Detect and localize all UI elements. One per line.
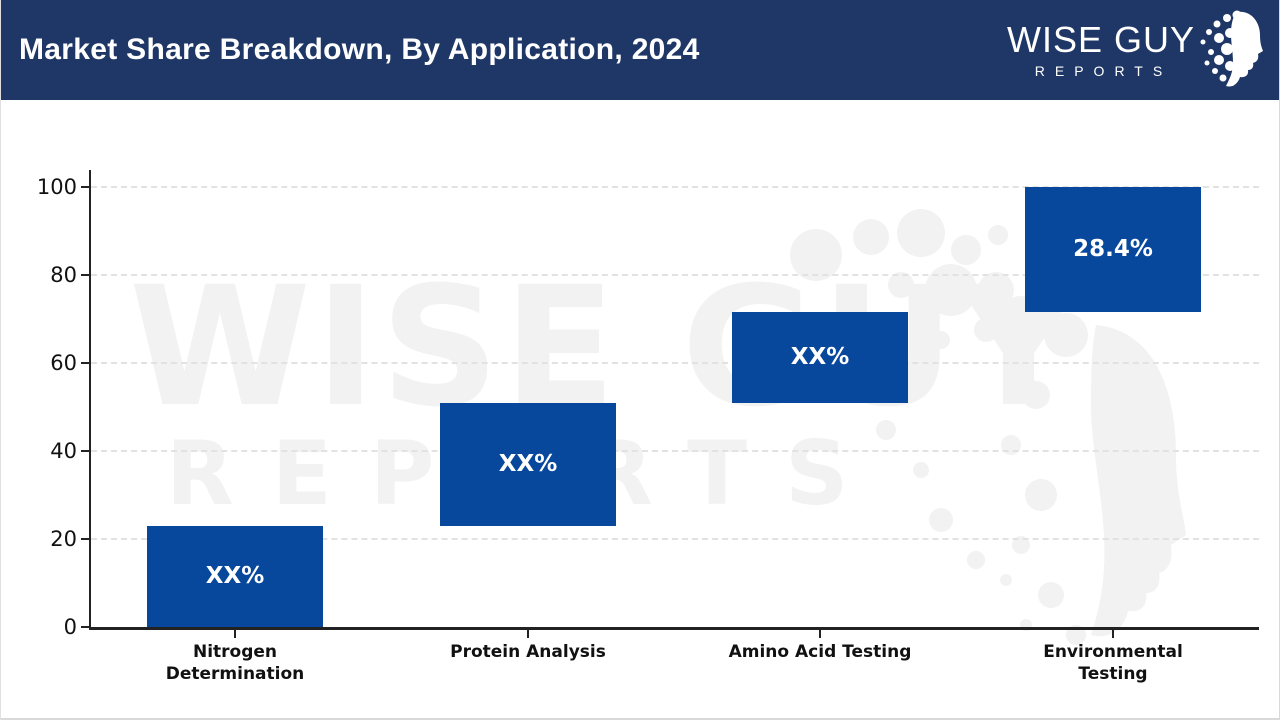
y-tick-label-80: 80 <box>50 263 77 287</box>
category-label-line: Environmental <box>1043 642 1183 662</box>
bar-value-label-environmental-testing: 28.4% <box>1073 236 1153 262</box>
y-tick-label-20: 20 <box>50 527 77 551</box>
category-label-line: Nitrogen <box>192 642 278 662</box>
gridline-60 <box>91 362 1259 364</box>
gridline-100 <box>91 186 1259 188</box>
x-tick-amino-acid-testing <box>819 630 821 638</box>
brand-logo: WISE GUY REPORTS <box>1007 8 1263 92</box>
header-bar: Market Share Breakdown, By Application, … <box>1 0 1279 100</box>
category-label-protein-analysis: Protein Analysis <box>398 641 658 663</box>
logo-head-icon <box>1200 10 1263 87</box>
y-tick-60 <box>81 362 89 364</box>
category-label-line: Protein Analysis <box>450 642 606 662</box>
bar-amino-acid-testing <box>732 312 908 403</box>
gridline-20 <box>91 538 1259 540</box>
bar-value-label-amino-acid-testing: XX% <box>790 344 850 370</box>
bar-value-label-nitrogen-determination: XX% <box>205 563 265 589</box>
y-axis-line <box>89 170 91 630</box>
category-label-nitrogen-determination: Nitrogen Determination <box>105 641 365 685</box>
x-tick-protein-analysis <box>527 630 529 638</box>
category-label-line: Determination <box>165 664 305 684</box>
x-tick-nitrogen-determination <box>234 630 236 638</box>
bar-environmental-testing <box>1025 187 1201 312</box>
y-tick-80 <box>81 274 89 276</box>
category-label-amino-acid-testing: Amino Acid Testing <box>690 641 950 663</box>
chart-area: WISE GUY REPORTS 020406080100XX%Nitrogen… <box>1 100 1279 720</box>
y-tick-100 <box>81 186 89 188</box>
bar-nitrogen-determination <box>147 526 323 627</box>
bar-value-label-protein-analysis: XX% <box>498 451 558 477</box>
x-axis-line <box>89 627 1259 630</box>
page-title: Market Share Breakdown, By Application, … <box>19 33 700 66</box>
bar-protein-analysis <box>440 403 616 526</box>
x-tick-environmental-testing <box>1112 630 1114 638</box>
logo-wordmark: WISE GUY <box>1006 18 1195 60</box>
logo-subtext: REPORTS <box>1034 62 1173 79</box>
y-tick-0 <box>81 626 89 628</box>
plot: 0 20 40 60 80 100 XX% Nitrogen Determination XX% P… <box>1 100 1279 718</box>
y-tick-label-60: 60 <box>50 351 77 375</box>
gridline-40 <box>91 450 1259 452</box>
category-label-line: Amino Acid Testing <box>728 642 912 662</box>
y-tick-40 <box>81 450 89 452</box>
y-tick-20 <box>81 538 89 540</box>
gridline-80 <box>91 274 1259 276</box>
y-tick-label-40: 40 <box>50 439 77 463</box>
watermark-wordmark: WISE GUY <box>129 251 1083 443</box>
y-tick-label-100: 100 <box>36 175 77 199</box>
brand-logo-text: WISE GUY REPORTS <box>1006 18 1195 79</box>
y-tick-label-0: 0 <box>63 615 77 639</box>
category-label-line: Testing <box>1078 664 1148 684</box>
watermark-head-icon <box>790 209 1186 645</box>
category-label-environmental-testing: Environmental Testing <box>983 641 1243 685</box>
